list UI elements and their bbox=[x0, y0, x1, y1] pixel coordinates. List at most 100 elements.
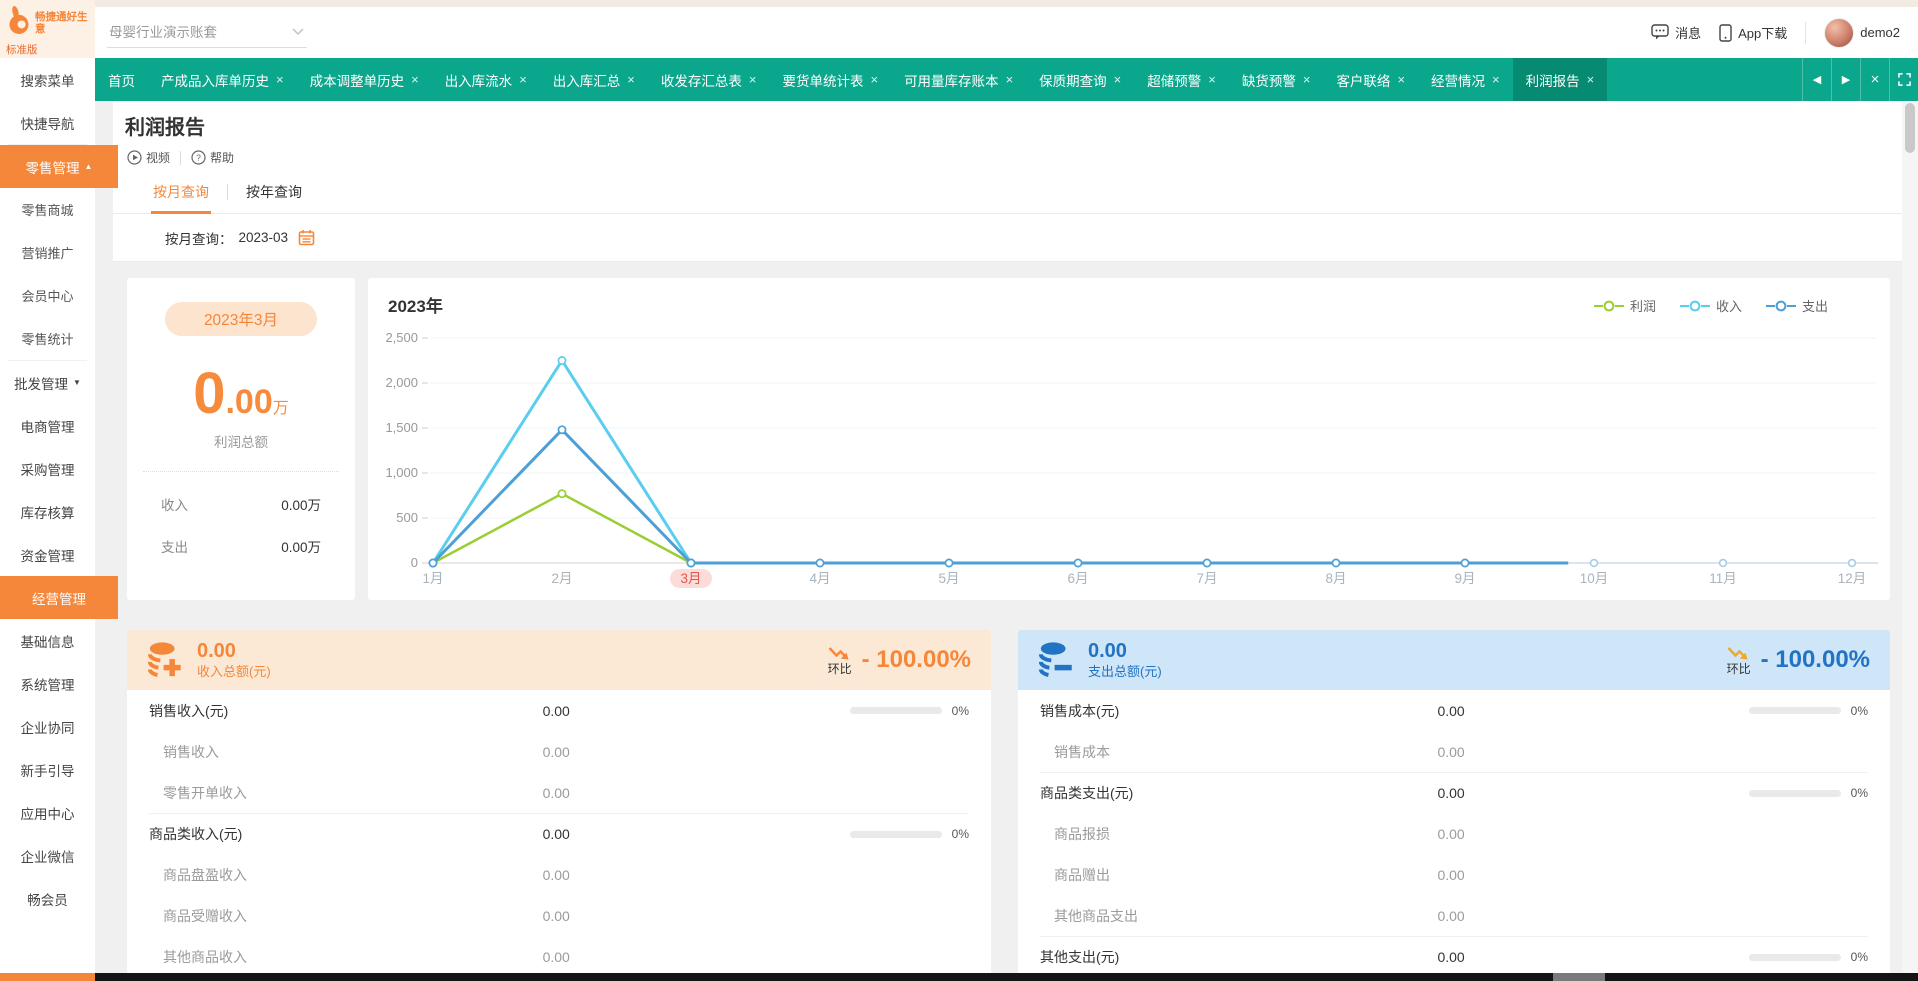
help-button[interactable]: ? 帮助 bbox=[191, 149, 234, 166]
sidebar-item-17[interactable]: 应用中心 bbox=[20, 806, 75, 822]
sidebar-item-8[interactable]: 电商管理 bbox=[20, 419, 75, 435]
close-tab-icon[interactable]: × bbox=[1586, 72, 1595, 87]
table-row: 零售开单收入 0.00 bbox=[163, 784, 570, 801]
sidebar-item-13[interactable]: 基础信息 bbox=[20, 634, 75, 650]
sidebar-divider bbox=[8, 360, 87, 361]
close-tab-icon[interactable]: × bbox=[1492, 72, 1500, 87]
main-content: 利润报告 视频 ? 帮助 bbox=[95, 101, 1902, 973]
report-header-panel: 利润报告 视频 ? 帮助 bbox=[113, 101, 1902, 262]
sidebar-item-15[interactable]: 企业协同 bbox=[20, 720, 75, 736]
income-total-value: 0.00 bbox=[197, 640, 236, 663]
tab-item-5[interactable]: 收发存汇总表 × bbox=[660, 72, 757, 89]
calendar-icon[interactable] bbox=[298, 229, 315, 246]
sidebar-item-19[interactable]: 畅会员 bbox=[27, 892, 68, 908]
app-download-label: App下载 bbox=[1738, 26, 1788, 41]
tab-item-1[interactable]: 产成品入库单历史 × bbox=[161, 72, 284, 89]
close-tabs-button[interactable]: × bbox=[1860, 58, 1889, 101]
account-select[interactable]: 母婴行业演示账套 bbox=[107, 17, 307, 48]
vertical-scrollbar[interactable] bbox=[1902, 101, 1918, 973]
legend-item-0[interactable]: 利润 bbox=[1593, 296, 1656, 315]
tab-item-7[interactable]: 可用量库存账本 × bbox=[904, 72, 1014, 89]
user-menu[interactable]: demo2 bbox=[1824, 17, 1900, 48]
close-tab-icon[interactable]: × bbox=[1302, 72, 1311, 87]
tab-item-9[interactable]: 超储预警 × bbox=[1147, 72, 1216, 89]
income-card: 0.00 收入总额(元) 环比 - 100.00% 销售收入(元) 0.00 0% 销… bbox=[127, 630, 991, 973]
sidebar-item-10[interactable]: 库存核算 bbox=[20, 505, 75, 521]
dotted-divider bbox=[143, 471, 339, 472]
legend-item-1[interactable]: 收入 bbox=[1679, 296, 1742, 315]
chart-legend: 利润 收入 支出 bbox=[1593, 296, 1828, 315]
legend-marker-icon bbox=[1679, 300, 1710, 311]
play-video-icon bbox=[127, 150, 142, 165]
tab-item-12[interactable]: 经营情况 × bbox=[1431, 72, 1500, 89]
prev-tab-button[interactable]: ◀ bbox=[1802, 58, 1831, 101]
close-tab-icon[interactable]: × bbox=[1397, 72, 1406, 87]
svg-text:12月: 12月 bbox=[1838, 571, 1867, 586]
page-toolbar: 视频 ? 帮助 bbox=[127, 149, 234, 166]
horizontal-scrollbar-thumb[interactable] bbox=[1553, 973, 1605, 981]
period-badge: 2023年3月 bbox=[165, 302, 317, 336]
legend-item-2[interactable]: 支出 bbox=[1765, 296, 1828, 315]
table-row: 商品类支出(元) 0.00 0% bbox=[1040, 772, 1868, 813]
chevron-down-icon: ▼ bbox=[73, 378, 81, 387]
close-tab-icon[interactable]: × bbox=[1113, 72, 1122, 87]
sidebar-item-18[interactable]: 企业微信 bbox=[20, 849, 75, 865]
sidebar-item-7[interactable]: 批发管理 ▼ bbox=[14, 376, 81, 392]
sidebar-item-5[interactable]: 会员中心 bbox=[21, 289, 74, 304]
next-tab-button[interactable]: ▶ bbox=[1831, 58, 1860, 101]
sidebar-item-12[interactable]: 经营管理 bbox=[0, 576, 118, 619]
month-filter-value[interactable]: 2023-03 bbox=[238, 230, 289, 245]
summary-expense-row: 支出 0.00万 bbox=[161, 540, 321, 555]
page-title: 利润报告 bbox=[125, 117, 205, 139]
svg-text:7月: 7月 bbox=[1196, 571, 1217, 586]
fullscreen-button[interactable] bbox=[1889, 58, 1918, 101]
help-icon: ? bbox=[191, 150, 206, 165]
sidebar-divider bbox=[8, 144, 87, 145]
tab-item-3[interactable]: 出入库流水 × bbox=[444, 72, 527, 89]
tab-item-8[interactable]: 保质期查询 × bbox=[1039, 72, 1122, 89]
tab-item-2[interactable]: 成本调整单历史 × bbox=[309, 72, 419, 89]
tab-monthly-query[interactable]: 按月查询 bbox=[151, 171, 211, 214]
progress-bar bbox=[1748, 953, 1841, 961]
scrollbar-thumb[interactable] bbox=[1905, 103, 1915, 153]
tab-item-11[interactable]: 客户联络 × bbox=[1336, 72, 1406, 89]
sidebar-item-0[interactable]: 搜索菜单 bbox=[20, 73, 75, 89]
sidebar-item-6[interactable]: 零售统计 bbox=[21, 332, 74, 347]
svg-text:10月: 10月 bbox=[1580, 571, 1609, 586]
video-help-button[interactable]: 视频 bbox=[127, 149, 170, 166]
sidebar-item-11[interactable]: 资金管理 bbox=[20, 548, 75, 564]
close-tab-icon[interactable]: × bbox=[519, 72, 527, 87]
svg-text:3月: 3月 bbox=[680, 571, 701, 586]
header-divider bbox=[1805, 21, 1807, 44]
close-tab-icon[interactable]: × bbox=[870, 72, 879, 87]
svg-text:5月: 5月 bbox=[938, 571, 959, 586]
sidebar-item-14[interactable]: 系统管理 bbox=[20, 677, 75, 693]
sidebar-item-16[interactable]: 新手引导 bbox=[20, 763, 75, 779]
tab-item-13[interactable]: 利润报告 × bbox=[1512, 58, 1608, 101]
income-card-header: 0.00 收入总额(元) 环比 - 100.00% bbox=[127, 630, 991, 690]
close-tab-icon[interactable]: × bbox=[1005, 72, 1014, 87]
tab-item-6[interactable]: 要货单统计表 × bbox=[782, 72, 879, 89]
sidebar-item-3[interactable]: 零售商城 bbox=[21, 203, 74, 218]
close-tab-icon[interactable]: × bbox=[411, 72, 419, 87]
svg-text:9月: 9月 bbox=[1454, 571, 1475, 586]
app-download-button[interactable]: App下载 bbox=[1719, 23, 1787, 42]
close-tab-icon[interactable]: × bbox=[276, 72, 284, 87]
sidebar-item-1[interactable]: 快捷导航 bbox=[20, 116, 75, 132]
sidebar-item-9[interactable]: 采购管理 bbox=[20, 462, 75, 478]
expense-card: 0.00 支出总额(元) 环比 - 100.00% 销售成本(元) 0.00 0% 销… bbox=[1018, 630, 1890, 973]
tab-yearly-query[interactable]: 按年查询 bbox=[246, 184, 302, 200]
tab-item-10[interactable]: 缺货预警 × bbox=[1241, 72, 1311, 89]
tab-item-4[interactable]: 出入库汇总 × bbox=[552, 72, 635, 89]
close-tab-icon[interactable]: × bbox=[1208, 72, 1216, 87]
table-row: 销售成本 0.00 bbox=[1054, 743, 1465, 760]
brand-logo: 畅捷通好生意 标准版 bbox=[0, 0, 95, 58]
sidebar-item-2[interactable]: 零售管理 ▲ bbox=[0, 145, 118, 188]
close-tab-icon[interactable]: × bbox=[748, 72, 757, 87]
close-tab-icon[interactable]: × bbox=[627, 72, 635, 87]
sidebar-item-4[interactable]: 营销推广 bbox=[21, 246, 74, 261]
messages-button[interactable]: 消息 bbox=[1651, 23, 1701, 42]
chart-title: 2023年 bbox=[388, 297, 443, 316]
chevron-up-icon: ▲ bbox=[84, 162, 93, 171]
tab-item-0[interactable]: 首页 bbox=[108, 73, 135, 89]
